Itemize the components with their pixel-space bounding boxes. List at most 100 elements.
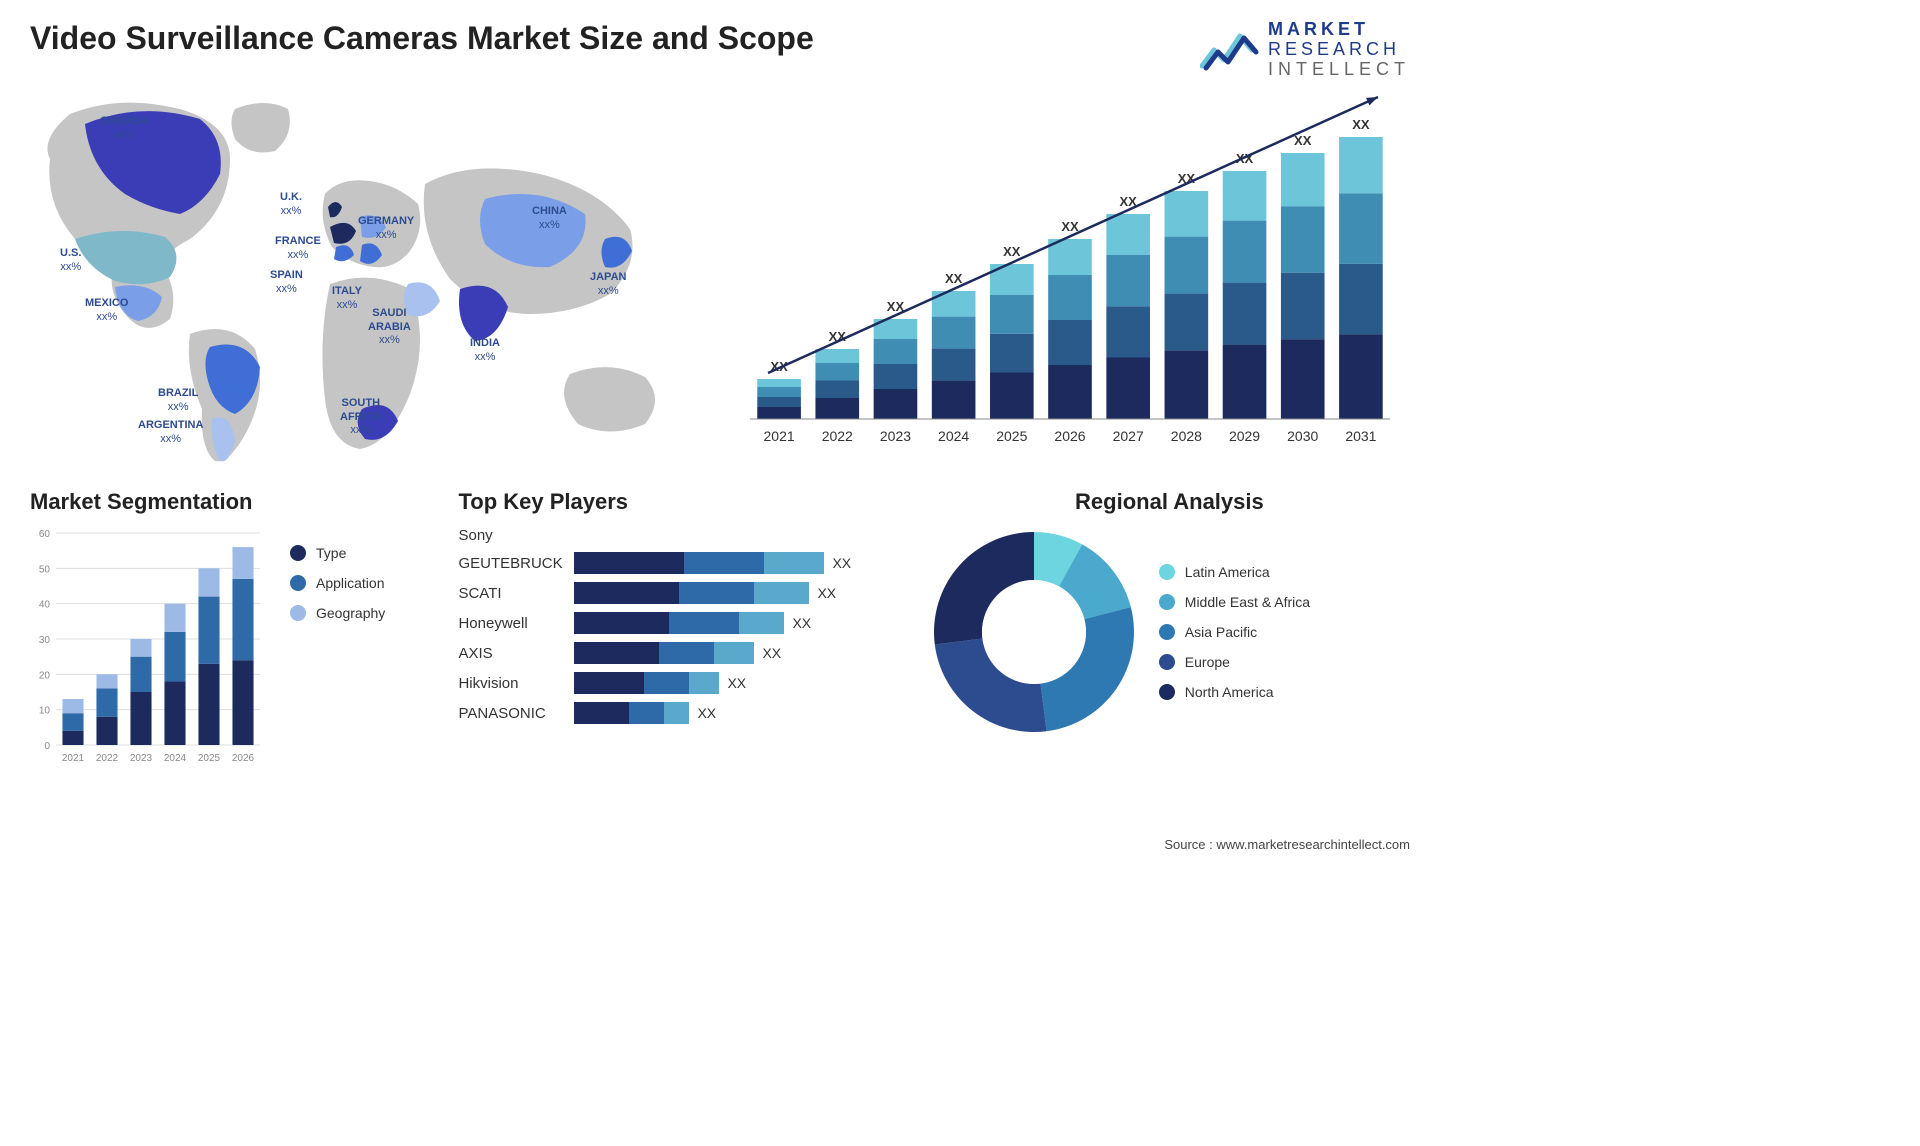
svg-text:40: 40 [39,600,51,611]
logo-text-2: RESEARCH [1268,40,1410,60]
svg-text:2024: 2024 [164,753,187,764]
svg-text:2030: 2030 [1287,428,1318,444]
key-player-bar [574,672,719,694]
logo-text-3: INTELLECT [1268,60,1410,80]
region-legend-label: Europe [1185,654,1230,670]
bar-segment [574,642,659,664]
region-legend-label: Middle East & Africa [1185,594,1310,610]
map-label-brazil: BRAZILxx% [158,387,198,413]
svg-text:2026: 2026 [1054,428,1085,444]
map-label-italy: ITALYxx% [332,285,362,311]
map-label-canada: CANADAxx% [100,115,148,141]
key-player-bar [574,702,689,724]
svg-text:0: 0 [44,741,50,752]
bar-segment [574,552,684,574]
bar-segment [574,612,669,634]
map-label-mexico: MEXICOxx% [85,297,128,323]
map-label-uk: U.K.xx% [280,191,302,217]
map-label-spain: SPAINxx% [270,269,303,295]
regional-title: Regional Analysis [929,489,1410,515]
svg-text:2031: 2031 [1345,428,1376,444]
page-title: Video Surveillance Cameras Market Size a… [30,20,814,57]
key-player-value: XX [697,705,716,721]
key-player-bar [574,642,754,664]
bar-segment [664,702,689,724]
key-player-row: PANASONICXX [458,702,918,724]
svg-text:20: 20 [39,671,51,682]
key-player-value: XX [727,675,746,691]
seg-legend-item: Application [290,575,385,591]
svg-text:XX: XX [945,271,963,286]
svg-text:10: 10 [39,706,51,717]
key-player-name: Hikvision [458,675,568,692]
region-legend-item: Middle East & Africa [1159,594,1310,610]
legend-dot-icon [1159,654,1175,670]
key-player-value: XX [832,555,851,571]
region-legend-item: North America [1159,684,1310,700]
svg-text:2026: 2026 [232,753,255,764]
legend-label: Application [316,575,385,591]
key-players-panel: Top Key Players SonyGEUTEBRUCKXXSCATIXXH… [458,489,918,799]
bar-segment [659,642,714,664]
legend-dot-icon [290,605,306,621]
bar-segment [689,672,719,694]
svg-text:XX: XX [1352,117,1370,132]
region-legend-label: Asia Pacific [1185,624,1257,640]
svg-text:2029: 2029 [1229,428,1260,444]
key-player-value: XX [762,645,781,661]
key-player-name: GEUTEBRUCK [458,555,568,572]
bar-segment [679,582,754,604]
key-player-name: SCATI [458,585,568,602]
logo-mark-icon [1200,28,1260,72]
bar-segment [764,552,824,574]
key-player-row: Hikvision XX [458,672,918,694]
key-player-value: XX [792,615,811,631]
key-player-row: GEUTEBRUCK XX [458,552,918,574]
region-legend-item: Latin America [1159,564,1310,580]
key-players-title: Top Key Players [458,489,918,515]
svg-text:2023: 2023 [880,428,911,444]
legend-dot-icon [1159,624,1175,640]
key-player-bar [574,612,784,634]
key-player-row: SCATI XX [458,582,918,604]
legend-dot-icon [290,575,306,591]
legend-label: Geography [316,605,385,621]
svg-text:50: 50 [39,565,51,576]
svg-text:XX: XX [1003,244,1021,259]
svg-text:2025: 2025 [996,428,1027,444]
bar-segment [754,582,809,604]
key-player-row: Honeywell XX [458,612,918,634]
bar-segment [644,672,689,694]
key-player-row: AXISXX [458,642,918,664]
svg-text:2021: 2021 [764,428,795,444]
legend-dot-icon [1159,564,1175,580]
map-label-us: U.S.xx% [60,247,81,273]
map-label-safrica: SOUTHAFRICAxx% [340,397,382,437]
key-player-name: Sony [458,527,568,544]
map-label-saudi: SAUDIARABIAxx% [368,307,411,347]
map-label-germany: GERMANYxx% [358,215,414,241]
bar-segment [714,642,754,664]
donut-legend: Latin America Middle East & Africa Asia Pa… [1159,564,1310,700]
bar-segment [574,672,644,694]
segmentation-legend: TypeApplicationGeography [290,545,385,621]
bar-segment [629,702,664,724]
bar-segment [574,702,629,724]
svg-text:2022: 2022 [96,753,119,764]
region-legend-item: Asia Pacific [1159,624,1310,640]
svg-text:XX: XX [1061,219,1079,234]
svg-text:2021: 2021 [62,753,85,764]
segmentation-chart-svg: 0102030405060202120222023202420252026 [30,527,270,777]
bar-segment [684,552,764,574]
key-player-name: Honeywell [458,615,568,632]
key-players-list: SonyGEUTEBRUCKXXSCATIXXHoneywellXXAXISXX… [458,527,918,724]
brand-logo: MARKET RESEARCH INTELLECT [1200,20,1410,79]
segmentation-title: Market Segmentation [30,489,448,515]
bar-segment [574,582,679,604]
key-player-value: XX [817,585,836,601]
map-label-india: INDIAxx% [470,337,500,363]
segmentation-panel: Market Segmentation 01020304050602021202… [30,489,448,799]
svg-text:30: 30 [39,635,51,646]
region-legend-item: Europe [1159,654,1310,670]
bar-segment [739,612,784,634]
